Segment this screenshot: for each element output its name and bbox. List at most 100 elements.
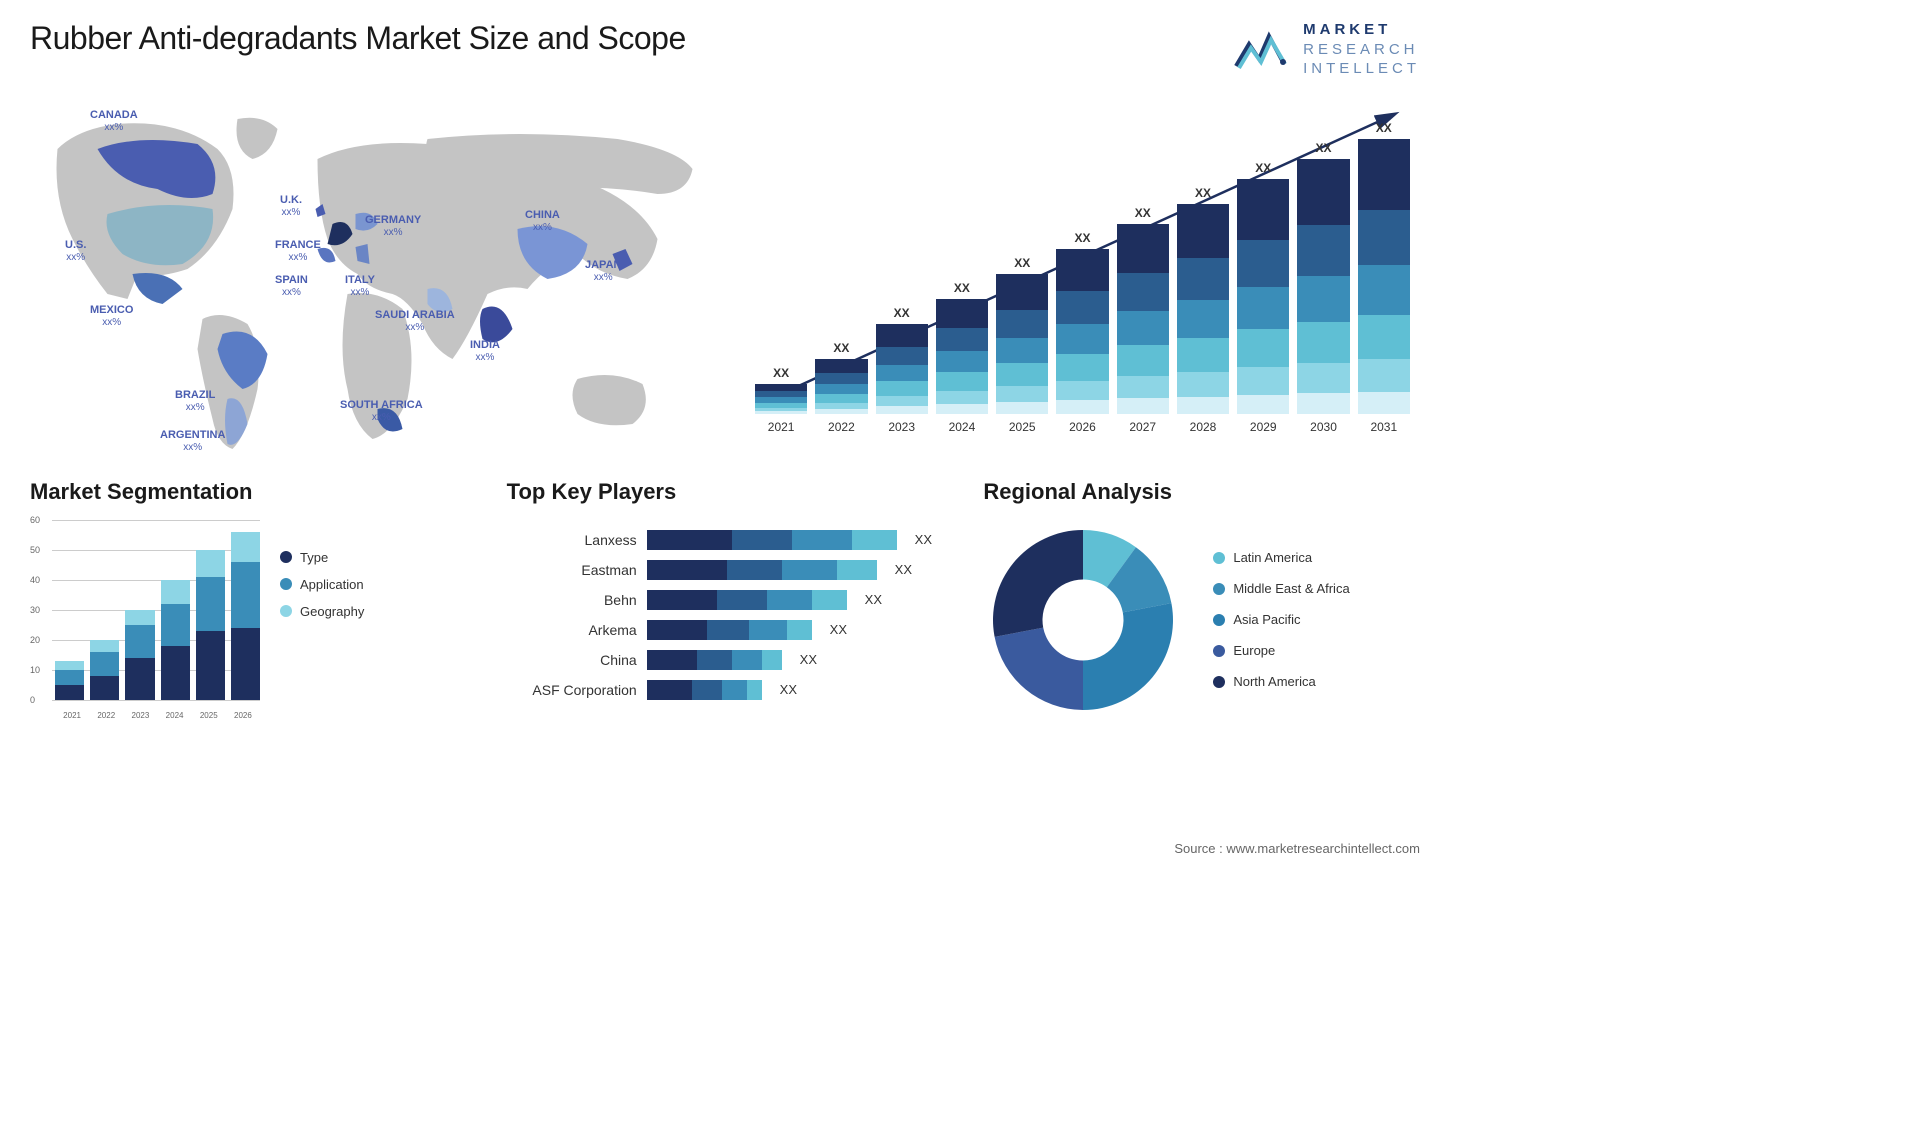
player-name: Arkema xyxy=(507,622,637,638)
growth-bar-2024: XX 2024 xyxy=(936,281,988,434)
map-label-italy: ITALYxx% xyxy=(345,274,375,299)
player-name: ASF Corporation xyxy=(507,682,637,698)
map-label-argentina: ARGENTINAxx% xyxy=(160,429,225,454)
seg-bar-2026 xyxy=(231,532,260,700)
regional-legend-item: Europe xyxy=(1213,643,1349,658)
seg-bar-2023 xyxy=(125,610,154,700)
seg-bar-2024 xyxy=(161,580,190,700)
growth-bar-label: XX xyxy=(1255,161,1271,175)
player-value: XX xyxy=(865,592,882,607)
player-value: XX xyxy=(895,562,912,577)
regional-legend-item: Latin America xyxy=(1213,550,1349,565)
player-value: XX xyxy=(800,652,817,667)
regional-legend-item: Asia Pacific xyxy=(1213,612,1349,627)
map-label-saudiarabia: SAUDI ARABIAxx% xyxy=(375,309,455,334)
seg-year-label: 2026 xyxy=(233,711,253,720)
growth-bar-label: XX xyxy=(1074,231,1090,245)
seg-ytick: 60 xyxy=(30,515,40,525)
map-label-uk: U.K.xx% xyxy=(280,194,302,219)
player-row: Lanxess XX xyxy=(507,530,944,550)
player-value: XX xyxy=(915,532,932,547)
seg-ytick: 20 xyxy=(30,635,40,645)
source-text: Source : www.marketresearchintellect.com xyxy=(1174,841,1420,856)
seg-bar-2021 xyxy=(55,661,84,700)
player-row: Behn XX xyxy=(507,590,944,610)
seg-legend-geography: Geography xyxy=(280,604,364,619)
growth-bar-2025: XX 2025 xyxy=(996,256,1048,434)
growth-year-label: 2028 xyxy=(1190,420,1217,434)
regional-section: Regional Analysis Latin AmericaMiddle Ea… xyxy=(983,479,1420,720)
map-label-us: U.S.xx% xyxy=(65,239,86,264)
growth-year-label: 2024 xyxy=(949,420,976,434)
brand-logo: MARKET RESEARCH INTELLECT xyxy=(1231,20,1420,79)
growth-bar-label: XX xyxy=(1135,206,1151,220)
growth-bar-label: XX xyxy=(1014,256,1030,270)
growth-bar-2023: XX 2023 xyxy=(876,306,928,434)
donut-slice-asia-pacific xyxy=(1083,603,1173,710)
growth-year-label: 2031 xyxy=(1370,420,1397,434)
brand-line1: MARKET xyxy=(1303,20,1420,40)
donut-slice-north-america xyxy=(993,530,1083,637)
player-name: Lanxess xyxy=(507,532,637,548)
regional-legend: Latin America Middle East & Africa Asia Pa… xyxy=(1213,550,1349,689)
player-value: XX xyxy=(830,622,847,637)
seg-year-label: 2025 xyxy=(199,711,219,720)
growth-bar-2028: XX2028 xyxy=(1177,186,1229,434)
player-row: China XX xyxy=(507,650,944,670)
growth-bar-2029: XX 2029 xyxy=(1237,161,1289,434)
seg-year-label: 2021 xyxy=(62,711,82,720)
growth-year-label: 2030 xyxy=(1310,420,1337,434)
segmentation-legend: Type Application Geography xyxy=(280,520,364,720)
donut-slice-europe xyxy=(995,627,1083,709)
map-label-mexico: MEXICOxx% xyxy=(90,304,133,329)
world-map: CANADAxx% U.S.xx% MEXICOxx% BRAZILxx% ARGENT… xyxy=(30,99,705,459)
growth-bar-2031: XX 2031 xyxy=(1358,121,1410,434)
brand-line3: INTELLECT xyxy=(1303,59,1420,79)
player-name: China xyxy=(507,652,637,668)
page-title: Rubber Anti-degradants Market Size and S… xyxy=(30,20,686,57)
growth-year-label: 2027 xyxy=(1129,420,1156,434)
player-row: Eastman XX xyxy=(507,560,944,580)
regional-legend-item: North America xyxy=(1213,674,1349,689)
segmentation-title: Market Segmentation xyxy=(30,479,467,505)
growth-year-label: 2029 xyxy=(1250,420,1277,434)
growth-bar-label: XX xyxy=(954,281,970,295)
seg-year-label: 2022 xyxy=(96,711,116,720)
map-label-china: CHINAxx% xyxy=(525,209,560,234)
growth-year-label: 2021 xyxy=(768,420,795,434)
map-label-germany: GERMANYxx% xyxy=(365,214,421,239)
seg-ytick: 0 xyxy=(30,695,35,705)
growth-year-label: 2025 xyxy=(1009,420,1036,434)
seg-legend-type: Type xyxy=(280,550,364,565)
player-value: XX xyxy=(780,682,797,697)
player-name: Behn xyxy=(507,592,637,608)
growth-bar-2022: XX2022 xyxy=(815,341,867,434)
map-label-japan: JAPANxx% xyxy=(585,259,621,284)
map-label-brazil: BRAZILxx% xyxy=(175,389,215,414)
growth-bar-2021: XX 2021 xyxy=(755,366,807,434)
seg-ytick: 10 xyxy=(30,665,40,675)
seg-bar-2025 xyxy=(196,550,225,700)
seg-ytick: 40 xyxy=(30,575,40,585)
seg-legend-application: Application xyxy=(280,577,364,592)
growth-bar-label: XX xyxy=(773,366,789,380)
regional-legend-item: Middle East & Africa xyxy=(1213,581,1349,596)
players-title: Top Key Players xyxy=(507,479,944,505)
players-section: Top Key Players Lanxess XX Eastman XX Behn XX… xyxy=(507,479,944,720)
seg-year-label: 2023 xyxy=(130,711,150,720)
growth-bar-label: XX xyxy=(894,306,910,320)
regional-donut xyxy=(983,520,1183,720)
growth-year-label: 2026 xyxy=(1069,420,1096,434)
brand-icon xyxy=(1231,24,1291,74)
player-name: Eastman xyxy=(507,562,637,578)
map-label-spain: SPAINxx% xyxy=(275,274,308,299)
growth-year-label: 2023 xyxy=(888,420,915,434)
map-label-france: FRANCExx% xyxy=(275,239,321,264)
growth-bar-2026: XX 2026 xyxy=(1056,231,1108,434)
map-label-canada: CANADAxx% xyxy=(90,109,138,134)
segmentation-section: Market Segmentation 20212022202320242025… xyxy=(30,479,467,720)
growth-bar-label: XX xyxy=(1376,121,1392,135)
player-row: ASF Corporation XX xyxy=(507,680,944,700)
map-label-southafrica: SOUTH AFRICAxx% xyxy=(340,399,423,424)
brand-line2: RESEARCH xyxy=(1303,40,1420,60)
